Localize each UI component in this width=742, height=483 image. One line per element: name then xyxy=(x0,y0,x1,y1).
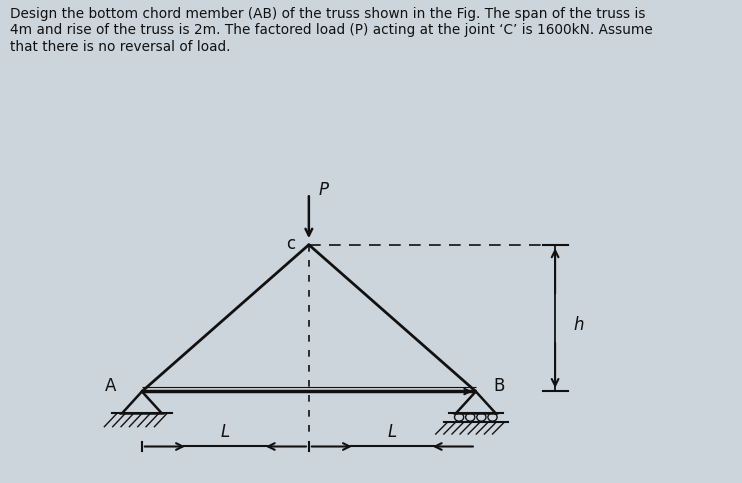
Text: c: c xyxy=(286,235,295,253)
Text: L: L xyxy=(221,423,230,441)
Text: B: B xyxy=(493,377,505,395)
Text: A: A xyxy=(105,377,116,395)
Text: Design the bottom chord member (AB) of the truss shown in the Fig. The span of t: Design the bottom chord member (AB) of t… xyxy=(10,7,652,54)
Text: L: L xyxy=(388,423,397,441)
Text: h: h xyxy=(574,316,584,334)
Text: P: P xyxy=(319,181,329,199)
